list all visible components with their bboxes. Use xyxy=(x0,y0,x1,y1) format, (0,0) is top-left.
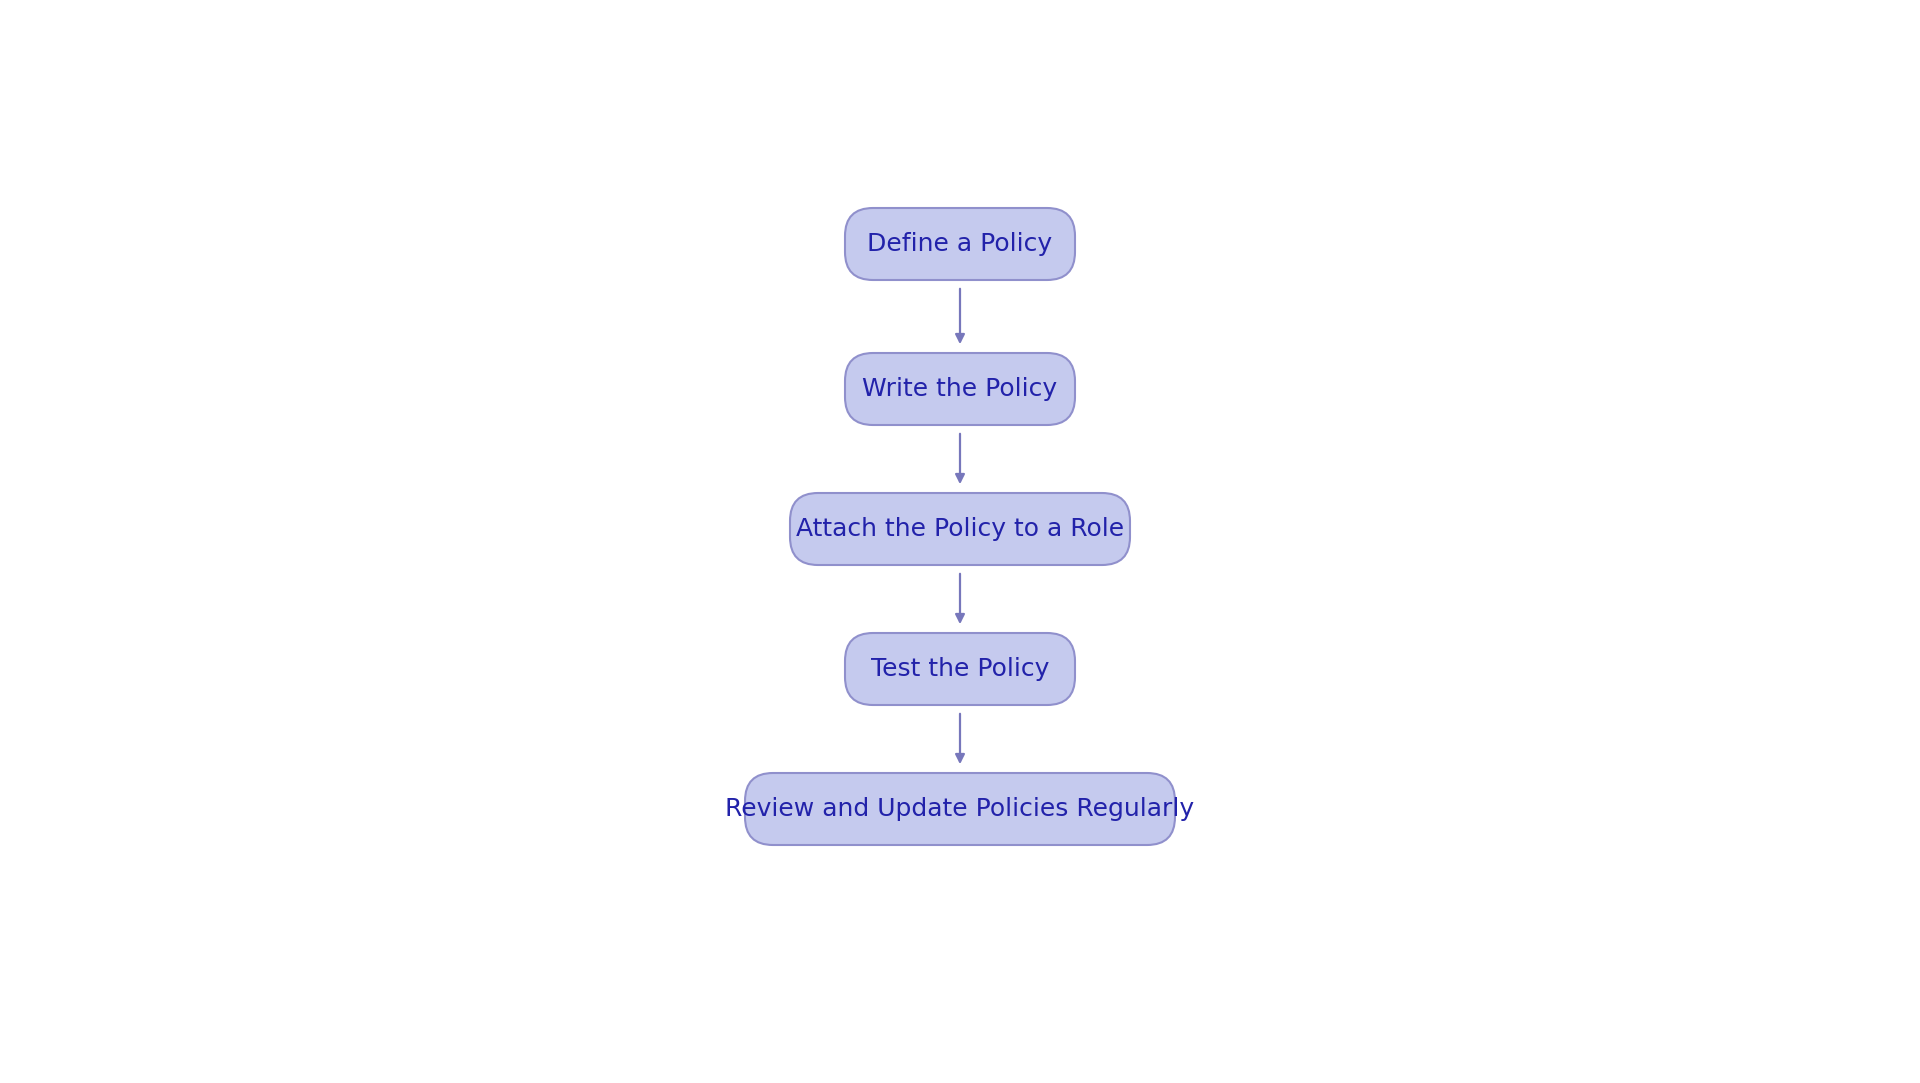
FancyBboxPatch shape xyxy=(745,773,1175,845)
FancyBboxPatch shape xyxy=(789,493,1131,565)
Text: Attach the Policy to a Role: Attach the Policy to a Role xyxy=(797,517,1123,542)
Text: Define a Policy: Define a Policy xyxy=(868,232,1052,256)
FancyBboxPatch shape xyxy=(845,208,1075,280)
Text: Test the Policy: Test the Policy xyxy=(872,657,1048,681)
Text: Review and Update Policies Regularly: Review and Update Policies Regularly xyxy=(726,797,1194,821)
FancyBboxPatch shape xyxy=(845,353,1075,425)
FancyBboxPatch shape xyxy=(845,632,1075,705)
Text: Write the Policy: Write the Policy xyxy=(862,377,1058,401)
